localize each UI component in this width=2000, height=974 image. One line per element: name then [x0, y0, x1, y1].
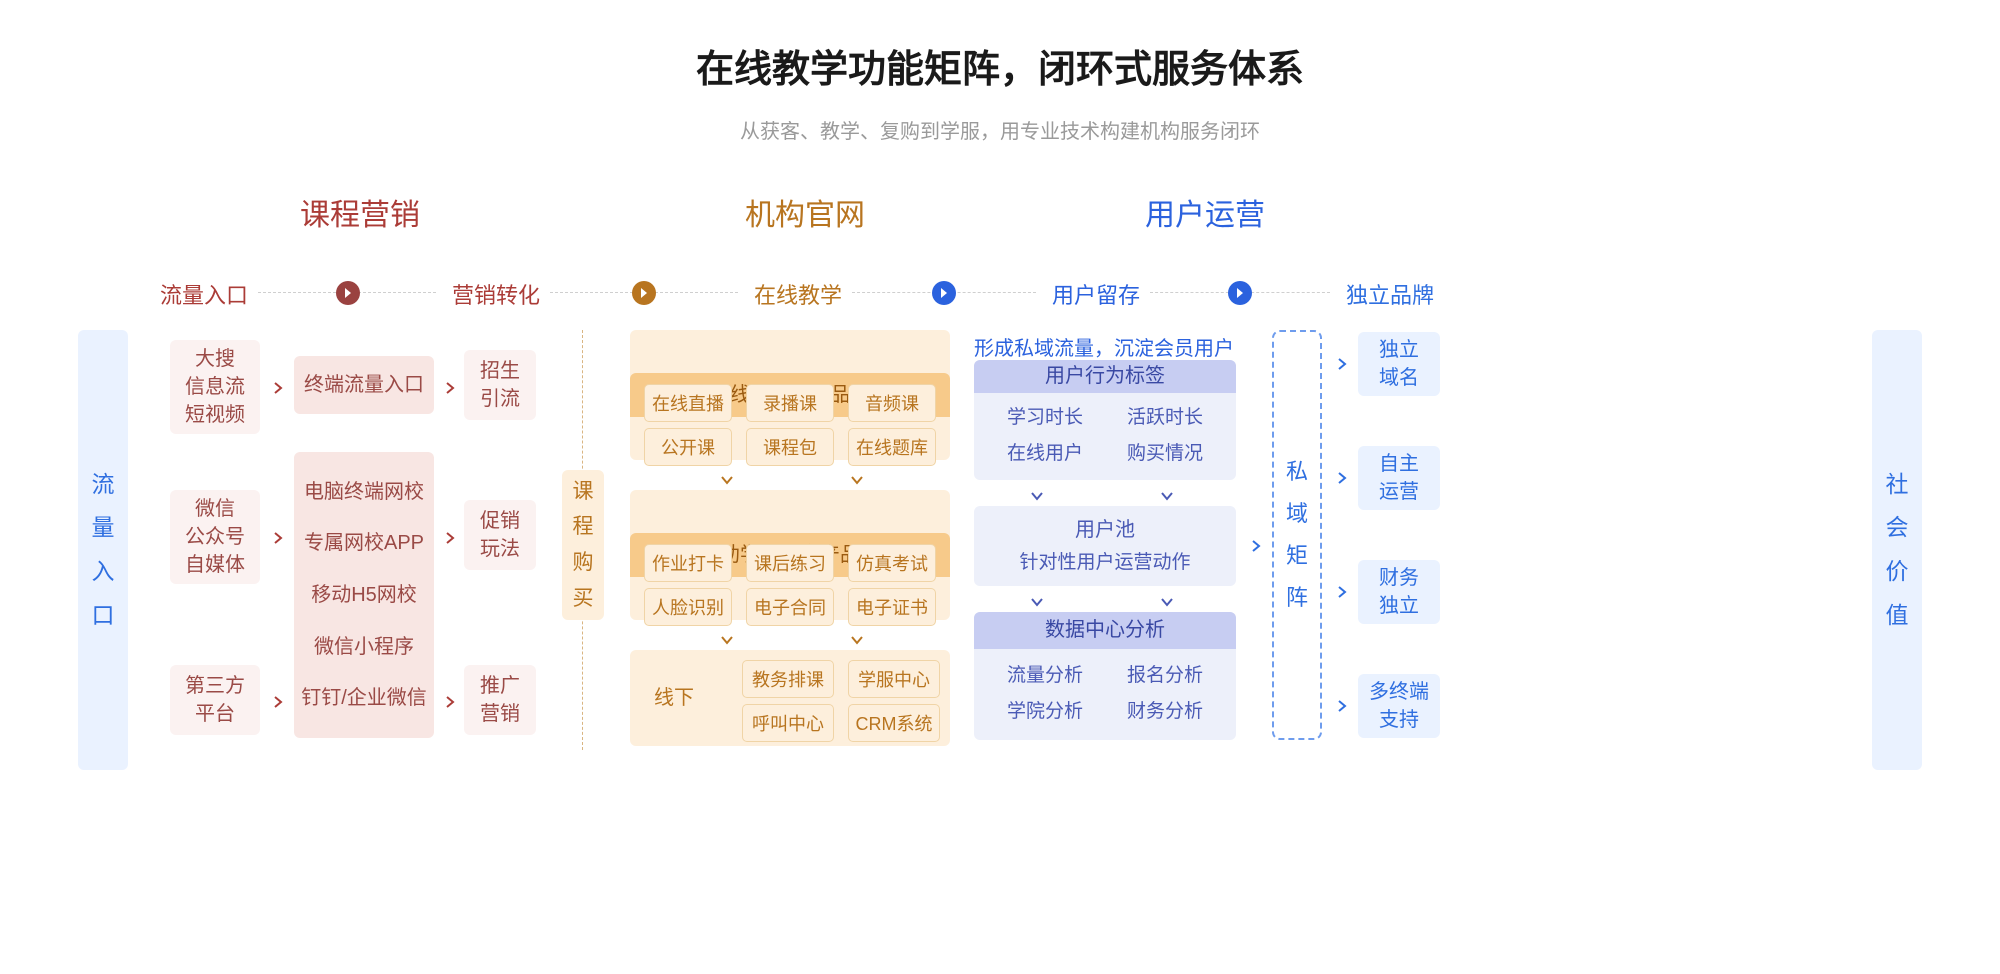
brand-operate: 自主 运营 — [1358, 446, 1440, 510]
stage-convert: 营销转化 — [452, 278, 540, 310]
terminal-list: 电脑终端网校 专属网校APP 移动H5网校 微信小程序 钉钉/企业微信 — [294, 452, 434, 738]
stage-row: 流量入口 营销转化 在线教学 用户留存 独立品牌 — [150, 278, 1850, 314]
chevron-right-icon — [440, 378, 460, 398]
chip-package: 课程包 — [746, 428, 834, 466]
chip-practice: 课后练习 — [746, 544, 834, 582]
pillar-purchase: 课程购买 — [562, 470, 604, 620]
brand-terminal: 多终端 支持 — [1358, 674, 1440, 738]
chip-audio: 音频课 — [848, 384, 936, 422]
data-header: 数据中心分析 — [974, 612, 1236, 649]
arrow-icon — [1228, 281, 1252, 305]
chevron-down-icon — [850, 472, 864, 490]
chevron-right-icon — [440, 528, 460, 548]
data-box: 数据中心分析 流量分析 报名分析 学院分析 财务分析 — [974, 612, 1236, 740]
data-item: 学院分析 — [1000, 699, 1090, 726]
behavior-item: 在线用户 — [1000, 441, 1090, 468]
chip-call: 呼叫中心 — [742, 704, 834, 742]
behavior-header: 用户行为标签 — [974, 360, 1236, 393]
chevron-right-icon — [268, 692, 288, 712]
terminal-entry: 终端流量入口 — [294, 356, 434, 414]
data-item: 流量分析 — [1000, 663, 1090, 690]
chevron-down-icon — [1160, 594, 1174, 612]
chip-live: 在线直播 — [644, 384, 732, 422]
chip-contract: 电子合同 — [746, 588, 834, 626]
terminal-item: 移动H5网校 — [311, 581, 417, 609]
pillar-traffic: 流量入口 — [78, 330, 128, 770]
terminal-item: 钉钉/企业微信 — [301, 684, 427, 712]
terminal-item: 微信小程序 — [314, 633, 414, 661]
behavior-item: 活跃时长 — [1120, 405, 1210, 432]
chip-crm: CRM系统 — [848, 704, 940, 742]
terminal-item: 电脑终端网校 — [304, 478, 424, 506]
chip-service: 学服中心 — [848, 660, 940, 698]
chevron-down-icon — [1030, 488, 1044, 506]
chip-schedule: 教务排课 — [742, 660, 834, 698]
diagram-content: 大搜 信息流 短视频 微信 公众号 自媒体 第三方 平台 终端流量入口 电脑终端… — [150, 330, 1850, 934]
stage-brand: 独立品牌 — [1346, 278, 1434, 310]
chevron-right-icon — [1246, 536, 1266, 556]
behavior-item: 学习时长 — [1000, 405, 1090, 432]
chevron-right-icon — [268, 528, 288, 548]
brand-finance: 财务 独立 — [1358, 560, 1440, 624]
terminal-item: 专属网校APP — [304, 529, 424, 557]
pool-sub: 针对性用户运营动作 — [1019, 550, 1190, 577]
section-marketing: 课程营销 — [300, 190, 420, 234]
chip-recorded: 录播课 — [746, 384, 834, 422]
source-search: 大搜 信息流 短视频 — [170, 340, 260, 434]
arrow-icon — [336, 281, 360, 305]
brand-domain: 独立 域名 — [1358, 332, 1440, 396]
stage-retention: 用户留存 — [1052, 278, 1140, 310]
convert-promo: 促销 玩法 — [464, 500, 536, 570]
arrow-icon — [632, 281, 656, 305]
pillar-value: 社会价值 — [1872, 330, 1922, 770]
chevron-down-icon — [850, 632, 864, 650]
chip-face: 人脸识别 — [644, 588, 732, 626]
chip-hw: 作业打卡 — [644, 544, 732, 582]
data-item: 报名分析 — [1120, 663, 1210, 690]
section-website: 机构官网 — [745, 190, 865, 234]
pool-box: 用户池 针对性用户运营动作 — [974, 506, 1236, 586]
chevron-down-icon — [720, 472, 734, 490]
source-thirdparty: 第三方 平台 — [170, 665, 260, 735]
private-matrix-box: 私域矩阵 — [1272, 330, 1322, 740]
source-wechat: 微信 公众号 自媒体 — [170, 490, 260, 584]
stage-teaching: 在线教学 — [754, 278, 842, 310]
behavior-item: 购买情况 — [1120, 441, 1210, 468]
stage-traffic: 流量入口 — [160, 278, 248, 310]
data-item: 财务分析 — [1120, 699, 1210, 726]
chevron-down-icon — [1030, 594, 1044, 612]
chevron-down-icon — [720, 632, 734, 650]
chevron-right-icon — [268, 378, 288, 398]
chevron-right-icon — [1332, 354, 1352, 374]
chip-exam: 仿真考试 — [848, 544, 936, 582]
arrow-icon — [932, 281, 956, 305]
chevron-right-icon — [1332, 696, 1352, 716]
convert-enroll: 招生 引流 — [464, 350, 536, 420]
section-userops: 用户运营 — [1145, 190, 1265, 234]
userops-tagline: 形成私域流量，沉淀会员用户 — [974, 332, 1234, 361]
chevron-right-icon — [440, 692, 460, 712]
page-subtitle: 从获客、教学、复购到学服，用专业技术构建机构服务闭环 — [0, 115, 2000, 144]
chip-public: 公开课 — [644, 428, 732, 466]
chevron-right-icon — [1332, 582, 1352, 602]
page-title: 在线教学功能矩阵，闭环式服务体系 — [0, 0, 2000, 93]
behavior-box: 用户行为标签 学习时长 活跃时长 在线用户 购买情况 — [974, 360, 1236, 480]
pool-header: 用户池 — [1075, 516, 1135, 544]
chevron-down-icon — [1160, 488, 1174, 506]
convert-spread: 推广 营销 — [464, 665, 536, 735]
chevron-right-icon — [1332, 468, 1352, 488]
chip-bank: 在线题库 — [848, 428, 936, 466]
chip-cert: 电子证书 — [848, 588, 936, 626]
